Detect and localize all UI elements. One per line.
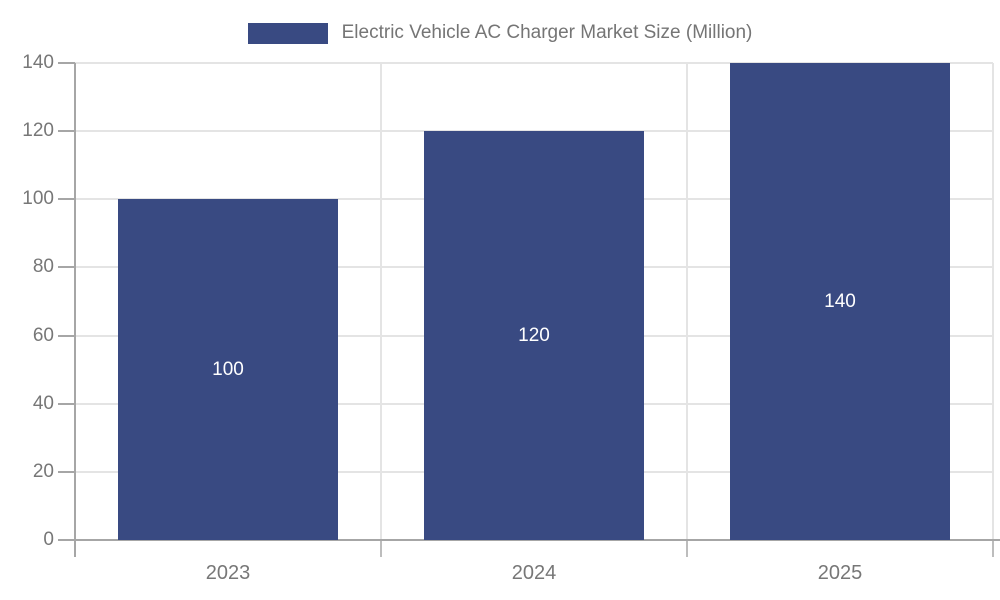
gridline-v — [686, 63, 688, 540]
y-tick-label: 20 — [32, 460, 54, 482]
y-tick-label: 40 — [32, 392, 54, 414]
x-tick-label: 2024 — [511, 562, 557, 584]
x-axis-line — [58, 539, 1000, 541]
y-axis-line — [74, 63, 76, 557]
legend-label: Electric Vehicle AC Charger Market Size … — [341, 22, 753, 43]
y-tick-label: 80 — [32, 256, 54, 278]
y-tick-mark — [58, 334, 75, 337]
y-tick-label: 100 — [22, 188, 54, 210]
y-tick-label: 140 — [22, 52, 54, 73]
legend-swatch-icon — [247, 22, 328, 44]
y-tick-label: 60 — [32, 324, 54, 346]
gridline-h — [75, 62, 993, 64]
y-tick-mark — [58, 402, 75, 405]
y-tick-mark — [58, 266, 75, 269]
y-tick-label: 0 — [43, 529, 54, 550]
y-tick-mark — [58, 130, 75, 133]
gridline-v — [380, 63, 382, 540]
legend[interactable]: Electric Vehicle AC Charger Market Size … — [0, 14, 1000, 52]
x-tick-label: 2025 — [817, 562, 863, 584]
bar-2025 — [730, 63, 950, 540]
gridline-v — [992, 63, 994, 540]
bar-2024 — [424, 131, 644, 540]
bar-value-label: 120 — [518, 324, 550, 346]
y-tick-label: 120 — [22, 120, 54, 142]
x-tick-label: 2023 — [205, 562, 251, 584]
x-tick-mark — [992, 540, 994, 557]
y-tick-mark — [58, 470, 75, 473]
y-tick-mark — [58, 62, 75, 64]
x-tick-mark — [380, 540, 382, 557]
bar-value-label: 140 — [824, 290, 856, 312]
bar-2023 — [118, 199, 338, 540]
y-tick-mark — [58, 198, 75, 201]
bar-value-label: 100 — [212, 358, 244, 380]
x-tick-mark — [686, 540, 688, 557]
